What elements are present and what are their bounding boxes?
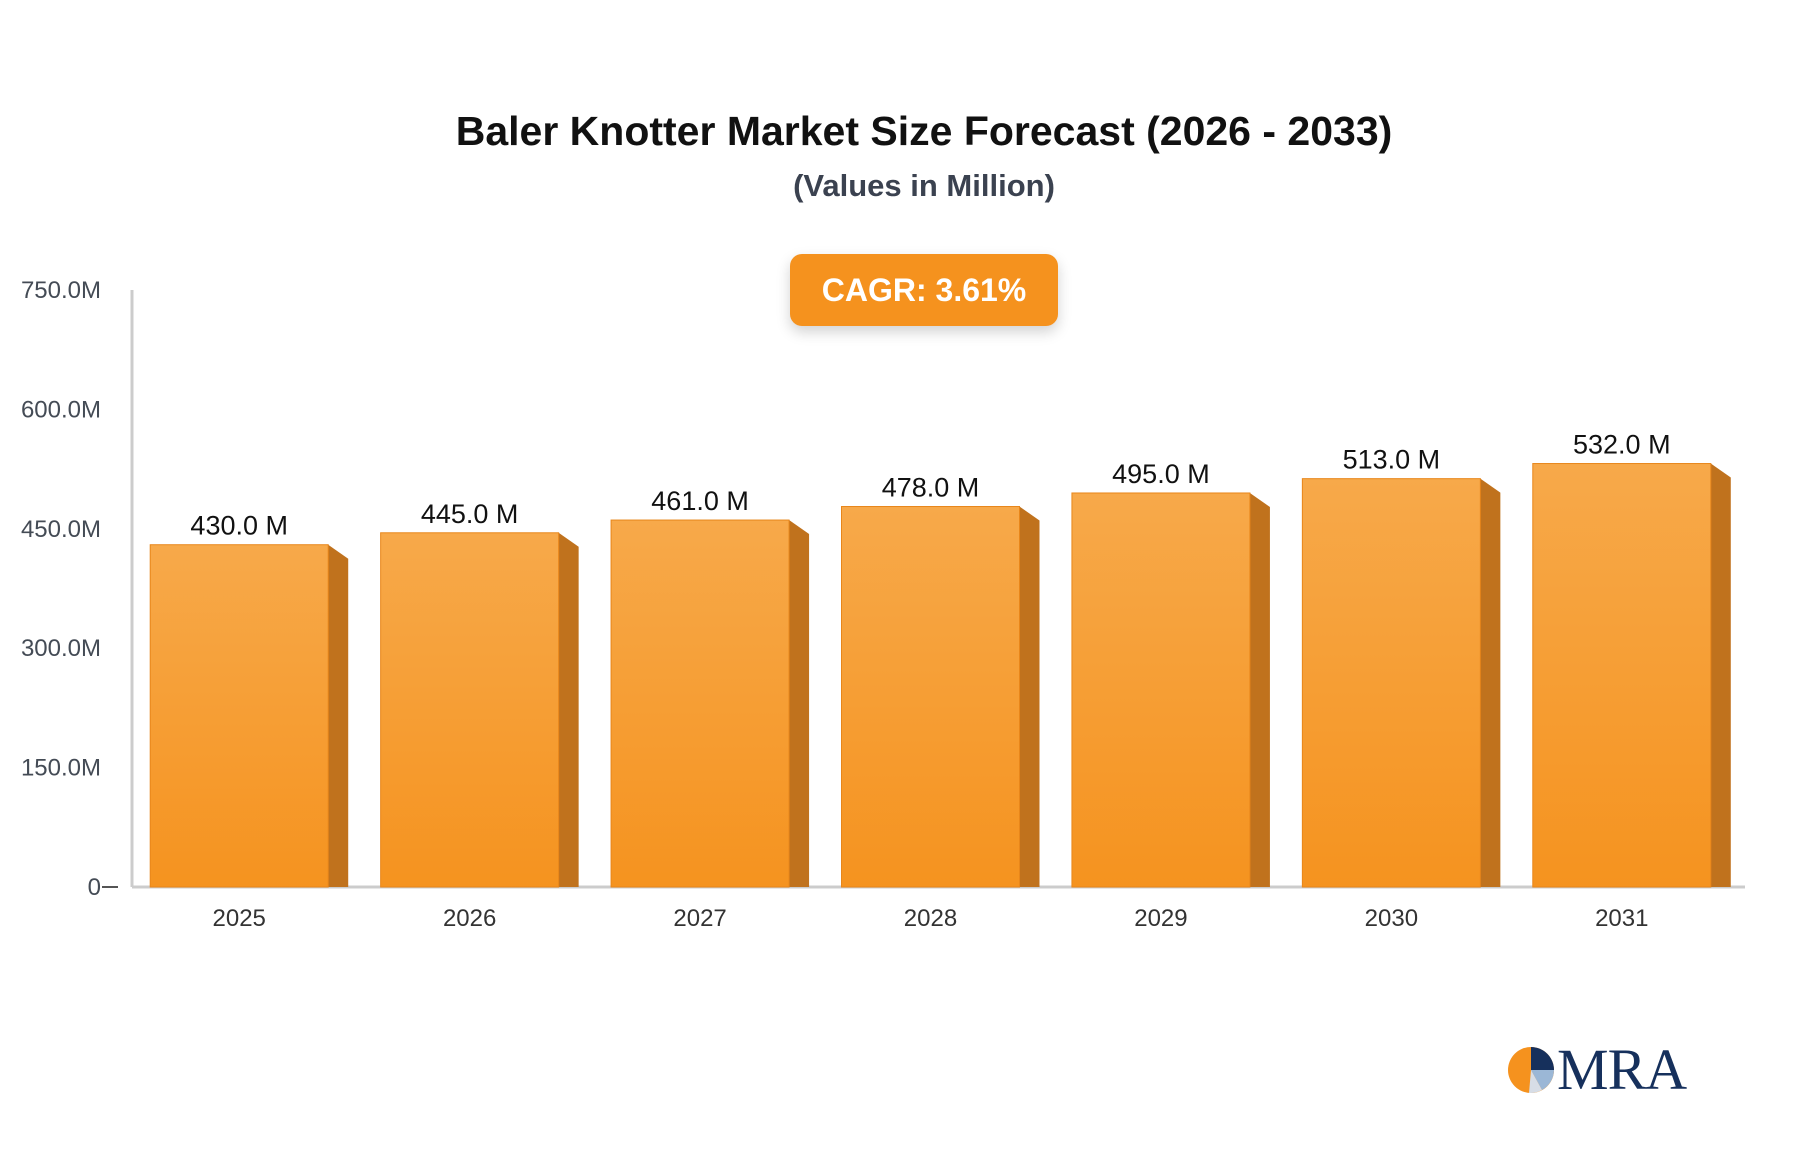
logo-text: MRA <box>1557 1037 1687 1102</box>
bar-value-label: 445.0 M <box>421 499 519 529</box>
x-tick-label: 2028 <box>904 905 957 932</box>
bar <box>610 519 790 888</box>
pie-logo-icon <box>1508 1047 1554 1094</box>
bar-value-label: 513.0 M <box>1343 445 1441 475</box>
bar-value-label: 532.0 M <box>1573 430 1671 460</box>
bar <box>1071 492 1251 888</box>
bar <box>380 532 560 888</box>
x-tick-label: 2029 <box>1134 905 1187 932</box>
bar-value-label: 461.0 M <box>651 486 749 516</box>
y-tick-label: 0 <box>88 874 101 901</box>
bar <box>1301 478 1481 888</box>
bar-side <box>1480 478 1501 887</box>
bar-side <box>789 520 810 887</box>
bar <box>1532 463 1712 888</box>
x-tick-label: 2026 <box>443 905 496 932</box>
bar-value-label: 478.0 M <box>882 473 980 503</box>
bar-side <box>558 532 579 887</box>
bar-value-label: 495.0 M <box>1112 459 1210 489</box>
cagr-badge: CAGR: 3.61% <box>790 254 1058 326</box>
x-tick-label: 2025 <box>213 905 266 932</box>
bar-side <box>328 544 349 887</box>
x-tick-label: 2030 <box>1365 905 1418 932</box>
bar-side <box>1249 492 1270 887</box>
y-tick-label: 600.0M <box>21 396 101 423</box>
chart-title: Baler Knotter Market Size Forecast (2026… <box>455 108 1393 154</box>
bar-side <box>1019 506 1040 887</box>
bar <box>841 506 1020 888</box>
y-tick-label: 750.0M <box>21 277 101 304</box>
mra-logo: MRA <box>1505 1040 1695 1100</box>
x-tick-label: 2027 <box>673 905 726 932</box>
y-tick-label: 300.0M <box>21 635 101 662</box>
bar <box>149 544 329 888</box>
bar-side <box>1710 463 1731 887</box>
y-tick-label: 450.0M <box>21 516 101 543</box>
bar-value-label: 430.0 M <box>190 511 288 541</box>
x-tick-label: 2031 <box>1595 905 1648 932</box>
chart-subtitle: (Values in Million) <box>793 168 1055 203</box>
y-tick-label: 150.0M <box>21 755 101 782</box>
